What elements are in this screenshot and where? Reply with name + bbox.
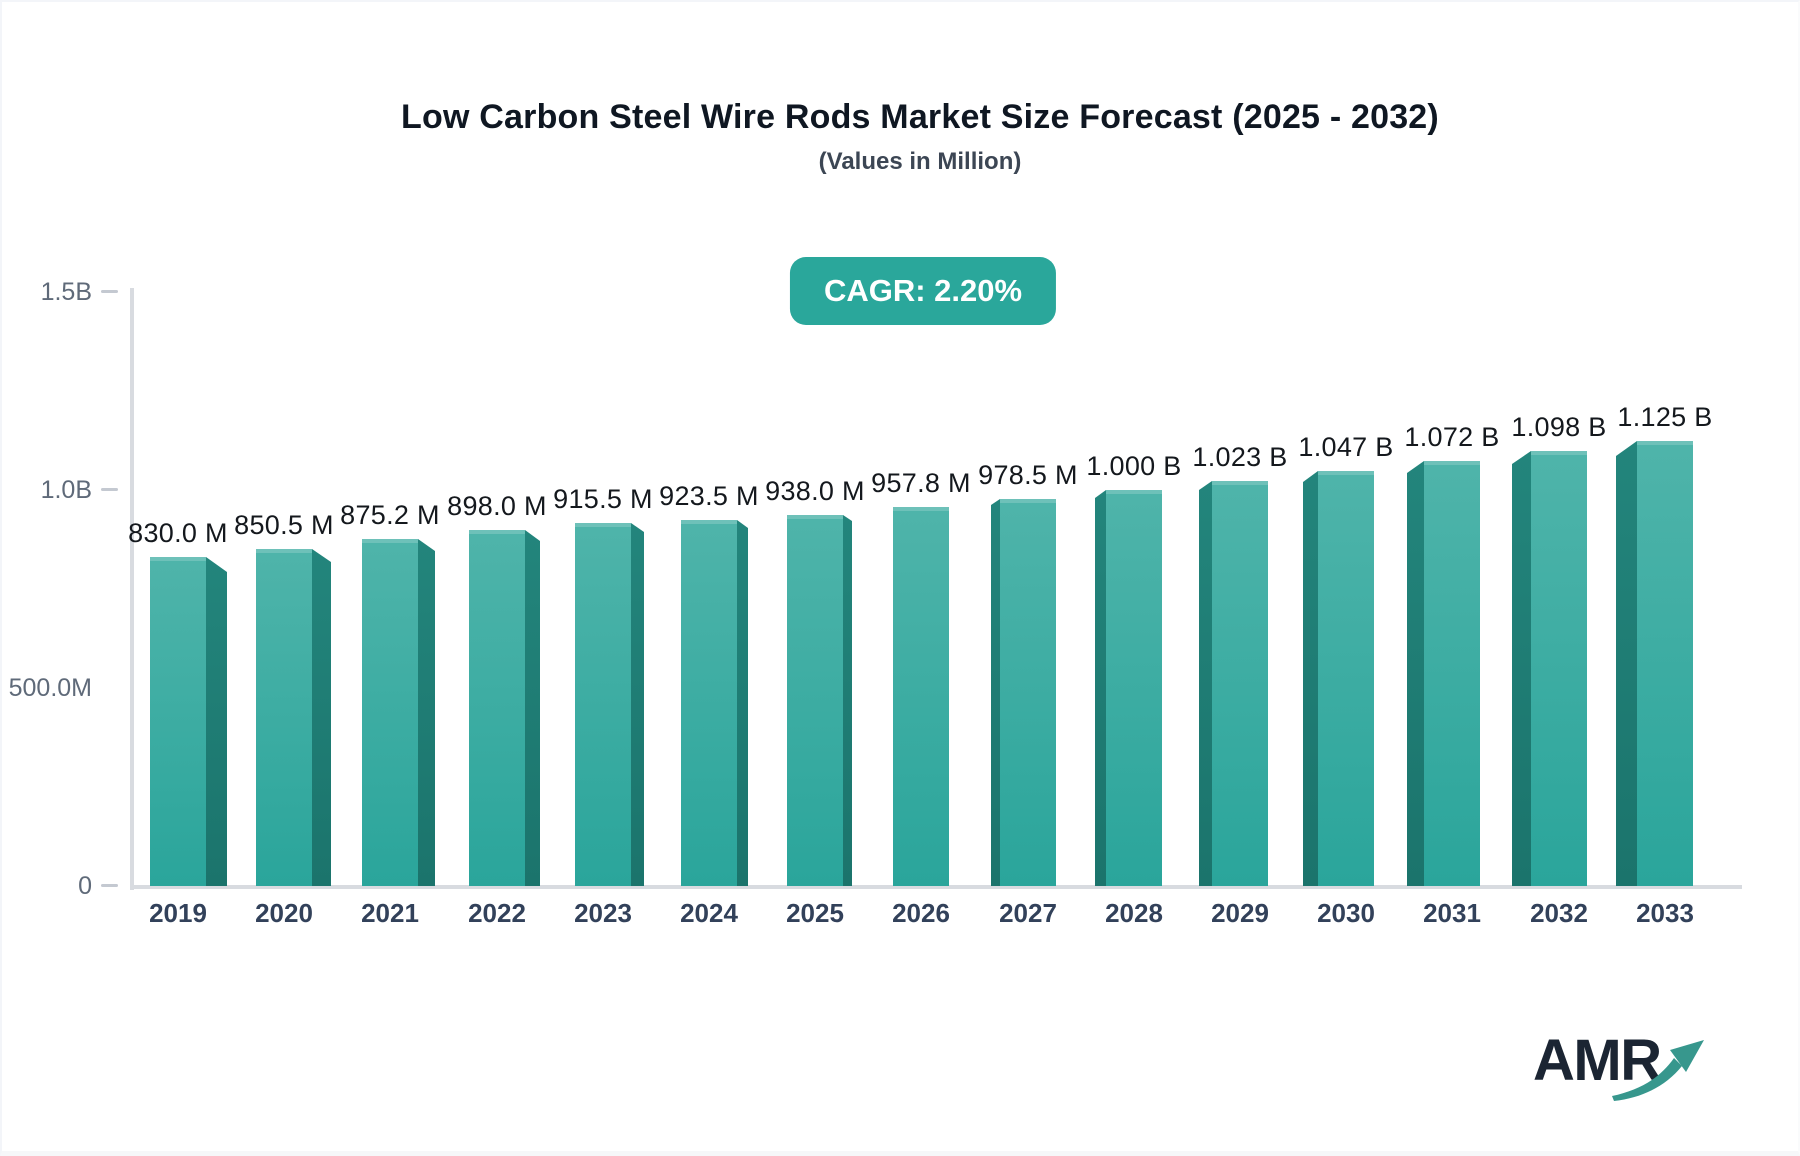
bar-2032[interactable] bbox=[1531, 451, 1587, 886]
x-axis-tick-label: 2031 bbox=[1423, 898, 1481, 928]
bar-2021[interactable] bbox=[362, 539, 418, 886]
x-axis-tick-label: 2020 bbox=[255, 898, 313, 928]
y-axis-tick-label: 1.0B bbox=[40, 476, 92, 504]
bar-2019[interactable] bbox=[150, 557, 206, 886]
bar-value-label: 1.023 B bbox=[1192, 442, 1288, 472]
bar-side-2032 bbox=[1512, 451, 1531, 886]
x-axis-tick-label: 2026 bbox=[892, 898, 950, 928]
bar-2020[interactable] bbox=[256, 549, 312, 886]
x-axis-tick-label: 2029 bbox=[1211, 898, 1269, 928]
bar-2030[interactable] bbox=[1318, 471, 1374, 886]
bar-2023[interactable] bbox=[575, 523, 631, 886]
x-axis-tick-label: 2024 bbox=[680, 898, 738, 928]
bar-2028[interactable] bbox=[1106, 490, 1162, 886]
bar-2024[interactable] bbox=[681, 520, 737, 886]
bar-side-2019 bbox=[206, 557, 227, 886]
bar-value-label: 1.098 B bbox=[1511, 412, 1607, 442]
bar-value-label: 875.2 M bbox=[340, 500, 440, 530]
x-axis-tick-label: 2032 bbox=[1530, 898, 1588, 928]
bar-side-2024 bbox=[737, 520, 748, 886]
bar-value-label: 915.5 M bbox=[553, 484, 653, 514]
bar-value-label: 1.125 B bbox=[1617, 402, 1713, 432]
y-axis-line bbox=[130, 288, 134, 890]
bar-value-label: 1.047 B bbox=[1298, 432, 1394, 462]
bar-side-2031 bbox=[1407, 461, 1424, 886]
y-axis-tick-label: 0 bbox=[78, 872, 92, 900]
bar-value-label: 923.5 M bbox=[659, 481, 759, 511]
x-axis-tick-label: 2022 bbox=[468, 898, 526, 928]
x-axis-tick-label: 2030 bbox=[1317, 898, 1375, 928]
bar-side-2030 bbox=[1303, 471, 1318, 886]
bar-value-label: 1.072 B bbox=[1404, 422, 1500, 452]
y-axis-tick-label: 1.5B bbox=[40, 278, 92, 306]
y-axis-tick-label: 500.0M bbox=[8, 674, 92, 702]
x-axis-tick-label: 2033 bbox=[1636, 898, 1694, 928]
x-axis-tick-label: 2028 bbox=[1105, 898, 1163, 928]
bar-side-2022 bbox=[525, 530, 540, 886]
bar-side-2020 bbox=[312, 549, 331, 886]
bar-value-label: 957.8 M bbox=[871, 468, 971, 498]
x-axis-tick-label: 2019 bbox=[149, 898, 207, 928]
bar-side-2027 bbox=[991, 499, 1000, 886]
bar-value-label: 978.5 M bbox=[978, 460, 1078, 490]
bar-2026[interactable] bbox=[893, 507, 949, 886]
chart-subtitle: (Values in Million) bbox=[818, 148, 1022, 175]
bar-side-2033 bbox=[1616, 441, 1637, 886]
growth-arrow-icon bbox=[1612, 1040, 1704, 1101]
y-axis-tick-mark bbox=[101, 488, 118, 491]
y-axis-tick-mark bbox=[101, 290, 118, 293]
bar-2029[interactable] bbox=[1212, 481, 1268, 886]
bar-2027[interactable] bbox=[1000, 499, 1056, 886]
bar-2031[interactable] bbox=[1424, 461, 1480, 886]
bar-2022[interactable] bbox=[469, 530, 525, 886]
bar-value-label: 1.000 B bbox=[1086, 451, 1182, 481]
x-axis-tick-label: 2023 bbox=[574, 898, 632, 928]
bar-2025[interactable] bbox=[787, 515, 843, 886]
bar-side-2028 bbox=[1095, 490, 1106, 886]
bar-value-label: 850.5 M bbox=[234, 510, 334, 540]
bar-side-2029 bbox=[1199, 481, 1212, 886]
bar-side-2025 bbox=[843, 515, 852, 886]
x-axis-line bbox=[130, 885, 1742, 889]
bar-value-label: 898.0 M bbox=[447, 491, 547, 521]
x-axis-tick-label: 2021 bbox=[361, 898, 419, 928]
bar-side-2021 bbox=[418, 539, 435, 886]
x-axis-tick-label: 2025 bbox=[786, 898, 844, 928]
brand-logo: AMR bbox=[1533, 1032, 1723, 1107]
brand-logo-text: AMR bbox=[1533, 1028, 1662, 1093]
bar-value-label: 830.0 M bbox=[128, 518, 228, 548]
bar-value-label: 938.0 M bbox=[765, 476, 865, 506]
x-axis-tick-label: 2027 bbox=[999, 898, 1057, 928]
cagr-badge: CAGR: 2.20% bbox=[789, 257, 1057, 325]
bar-side-2023 bbox=[631, 523, 644, 886]
chart-title: Low Carbon Steel Wire Rods Market Size F… bbox=[401, 98, 1439, 136]
bar-2033[interactable] bbox=[1637, 441, 1693, 886]
y-axis-tick-mark bbox=[101, 884, 118, 887]
